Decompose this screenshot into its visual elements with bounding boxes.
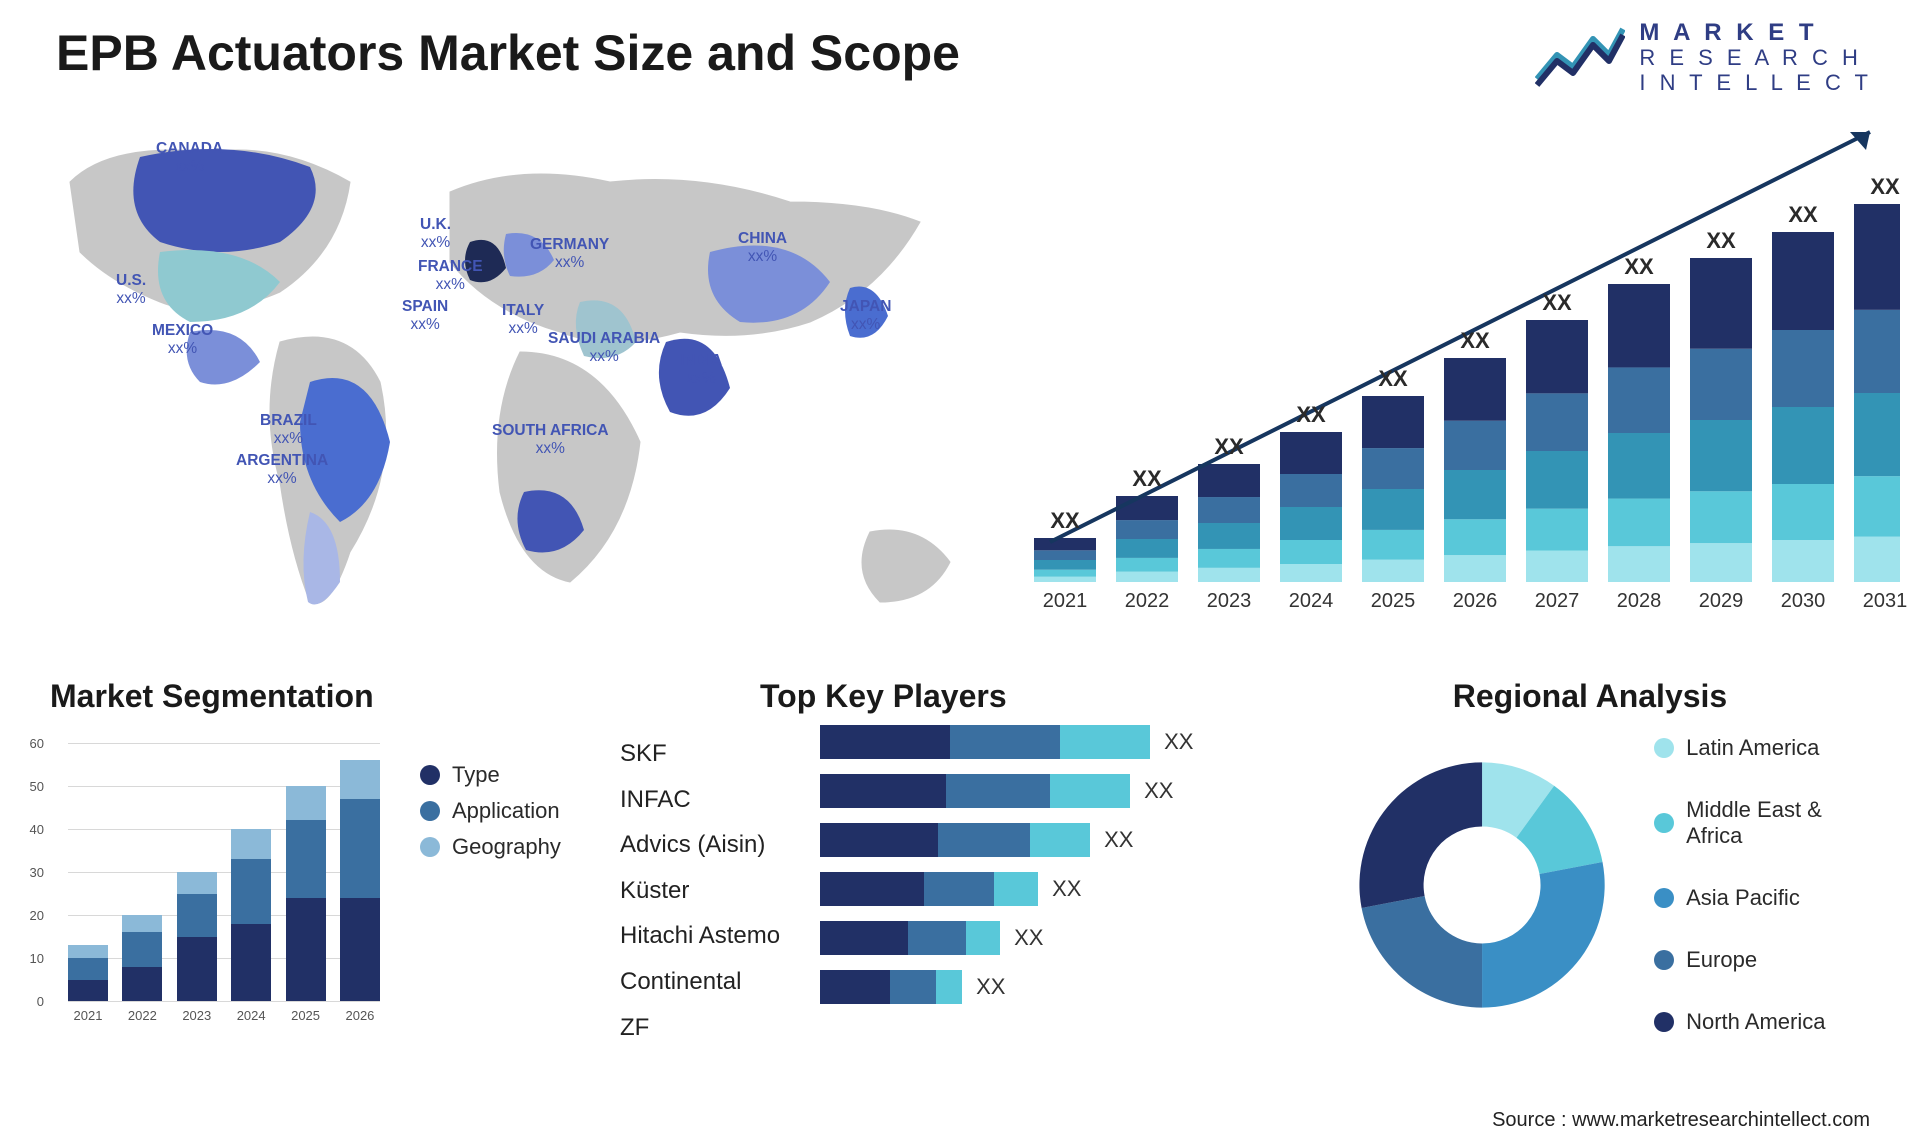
keyplayer-bar-row: XX <box>820 725 1193 759</box>
growth-bar-year: 2027 <box>1535 590 1580 613</box>
growth-bar-label: XX <box>1624 254 1653 280</box>
keyplayer-bar-value: XX <box>1144 778 1173 804</box>
keyplayer-bar-row: XX <box>820 823 1193 857</box>
legend-item: Geography <box>420 834 561 860</box>
map-label: MEXICOxx% <box>152 322 213 358</box>
source-text: Source : www.marketresearchintellect.com <box>1492 1109 1870 1132</box>
growth-bar-label: XX <box>1542 290 1571 316</box>
keyplayer-name: ZF <box>620 1005 780 1051</box>
map-label: CANADAxx% <box>156 140 223 176</box>
keyplayer-bar-row: XX <box>820 774 1193 808</box>
logo-text-1: M A R K E T <box>1639 20 1872 46</box>
growth-bar-year: 2028 <box>1617 590 1662 613</box>
keyplayer-bar-row: XX <box>820 921 1193 955</box>
legend-item: North America <box>1654 1009 1870 1035</box>
keyplayer-name: Küster <box>620 868 780 914</box>
segmentation-bar <box>177 872 217 1001</box>
brand-logo: M A R K E T R E S E A R C H I N T E L L … <box>1535 20 1872 95</box>
regional-legend: Latin America Middle East & Africa Asia Pa… <box>1654 725 1870 1045</box>
legend-item: Application <box>420 798 561 824</box>
logo-mark-icon <box>1535 27 1625 87</box>
keyplayer-name: Advics (Aisin) <box>620 822 780 868</box>
growth-chart: XX 2021 XX 2022 XX 2023 XX 2024 XX 2025 XX 2026 XX 20… <box>1020 112 1900 632</box>
map-label: SOUTH AFRICAxx% <box>492 422 609 458</box>
legend-item: Europe <box>1654 947 1870 973</box>
growth-bar-year: 2026 <box>1453 590 1498 613</box>
segmentation-bar <box>68 945 108 1001</box>
map-label: ITALYxx% <box>502 302 544 338</box>
growth-bar-year: 2023 <box>1207 590 1252 613</box>
growth-bar-label: XX <box>1214 434 1243 460</box>
keyplayers-chart: XX XX XX XX XX XX <box>820 725 1193 1050</box>
donut-segment <box>1362 896 1482 1008</box>
growth-bar-label: XX <box>1132 466 1161 492</box>
growth-bar-year: 2030 <box>1781 590 1826 613</box>
map-label: JAPANxx% <box>840 298 891 334</box>
map-label: FRANCExx% <box>418 258 483 294</box>
segmentation-legend: Type Application Geography <box>420 752 561 870</box>
keyplayer-name: INFAC <box>620 777 780 823</box>
map-label: U.K.xx% <box>420 216 451 252</box>
growth-bar-label: XX <box>1460 328 1489 354</box>
legend-item: Middle East & Africa <box>1654 797 1870 849</box>
growth-bar-year: 2021 <box>1043 590 1088 613</box>
map-label: SAUDI ARABIAxx% <box>548 330 660 366</box>
keyplayer-bar-value: XX <box>1104 827 1133 853</box>
keyplayer-bar-row: XX <box>820 872 1193 906</box>
keyplayer-bar-row: XX <box>820 970 1193 1004</box>
regional-donut <box>1350 745 1614 1025</box>
growth-chart-svg <box>1020 112 1900 632</box>
logo-text-3: I N T E L L E C T <box>1639 71 1872 95</box>
segmentation-title: Market Segmentation <box>50 678 570 715</box>
growth-bar-label: XX <box>1870 174 1899 200</box>
donut-segment <box>1359 762 1482 908</box>
world-map: CANADAxx% U.S.xx%MEXICOxx% BRAZILxx% ARGENT… <box>50 112 980 632</box>
growth-bar-label: XX <box>1050 508 1079 534</box>
world-map-svg <box>50 112 980 632</box>
keyplayer-bar-value: XX <box>1164 729 1193 755</box>
map-label: SPAINxx% <box>402 298 448 334</box>
keyplayers-names: SKFINFACAdvics (Aisin)KüsterHitachi Aste… <box>620 731 780 1050</box>
legend-item: Latin America <box>1654 735 1870 761</box>
growth-bar-year: 2022 <box>1125 590 1170 613</box>
keyplayer-bar-value: XX <box>976 974 1005 1000</box>
growth-bar-year: 2029 <box>1699 590 1744 613</box>
donut-segment <box>1482 862 1605 1008</box>
legend-item: Asia Pacific <box>1654 885 1870 911</box>
segmentation-bar <box>340 760 380 1001</box>
logo-text-2: R E S E A R C H <box>1639 46 1872 70</box>
growth-bar-year: 2024 <box>1289 590 1334 613</box>
growth-bar-label: XX <box>1788 202 1817 228</box>
keyplayer-name: Hitachi Astemo <box>620 913 780 959</box>
segmentation-bar <box>231 829 271 1001</box>
keyplayer-name: SKF <box>620 731 780 777</box>
legend-item: Type <box>420 762 561 788</box>
map-label: ARGENTINAxx% <box>236 452 328 488</box>
growth-bar-label: XX <box>1378 366 1407 392</box>
map-label: U.S.xx% <box>116 272 146 308</box>
segmentation-chart: 202120222023202420252026 0102030405060 <box>50 729 380 1029</box>
keyplayers-title: Top Key Players <box>760 678 1300 715</box>
growth-bar-year: 2025 <box>1371 590 1416 613</box>
segmentation-bar <box>286 786 326 1001</box>
keyplayer-name: Continental <box>620 959 780 1005</box>
growth-bar-label: XX <box>1706 228 1735 254</box>
map-label: BRAZILxx% <box>260 412 317 448</box>
growth-bar-year: 2031 <box>1863 590 1908 613</box>
keyplayer-bar-value: XX <box>1014 925 1043 951</box>
keyplayer-bar-value: XX <box>1052 876 1081 902</box>
map-label: INDIAxx% <box>680 352 722 388</box>
regional-title: Regional Analysis <box>1310 678 1870 715</box>
map-label: CHINAxx% <box>738 230 787 266</box>
segmentation-bar <box>122 915 162 1001</box>
growth-bar-label: XX <box>1296 402 1325 428</box>
map-label: GERMANYxx% <box>530 236 609 272</box>
